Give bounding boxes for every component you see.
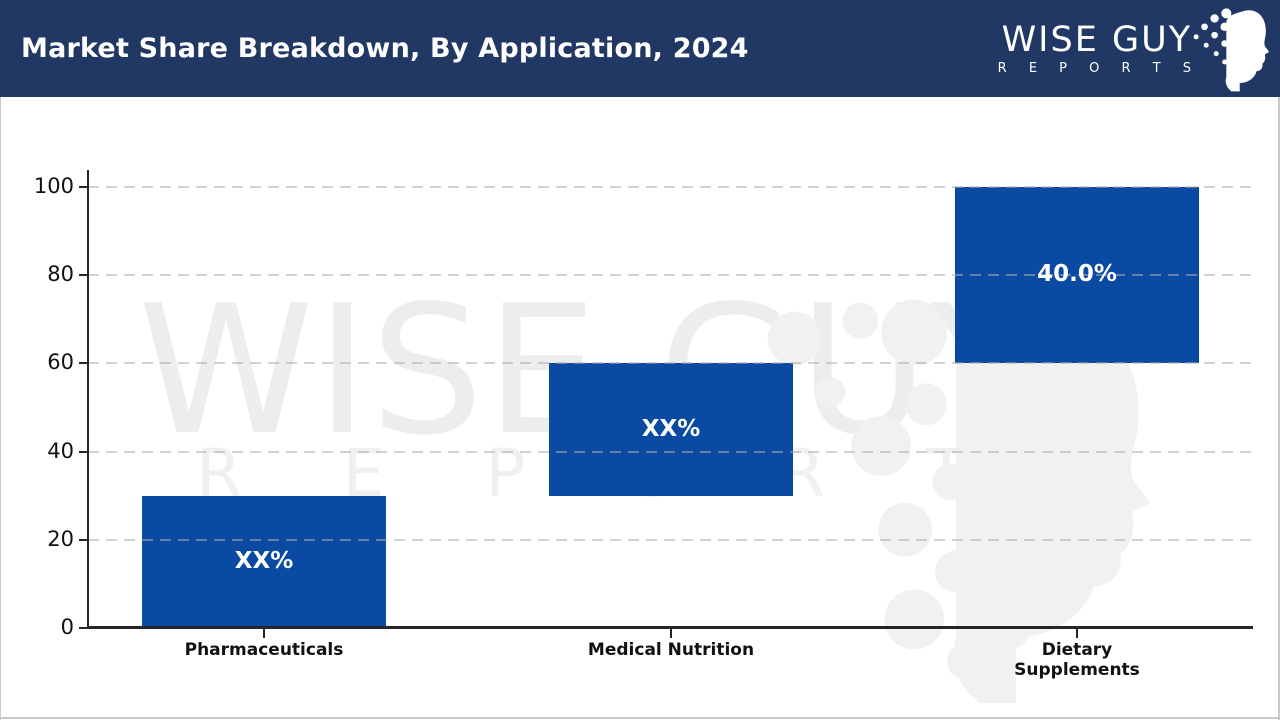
y-tick-mark (79, 274, 87, 277)
bar-value-label: XX% (234, 547, 294, 574)
logo-face-icon (1193, 7, 1270, 91)
bottom-border (0, 717, 1280, 719)
logo-name: WISE GUY (1001, 19, 1193, 60)
logo-text: WISE GUY R E P O R T S (994, 22, 1200, 76)
category-label: Medical Nutrition (587, 640, 755, 660)
left-border (0, 97, 1, 720)
gridline-40 (88, 450, 1253, 453)
wise-guy-reports-logo: WISE GUY R E P O R T S (994, 5, 1280, 93)
y-tick-mark (79, 362, 87, 365)
x-tick-mark (263, 629, 265, 638)
gridline-100 (88, 186, 1253, 188)
gridline-20 (88, 538, 1253, 541)
y-axis-line (87, 170, 89, 629)
bar-value-label: XX% (641, 415, 701, 442)
gridline-60 (88, 362, 1253, 365)
header-bar: Market Share Breakdown, By Application, … (0, 0, 1280, 97)
category-label: Dietary Supplements (1014, 640, 1140, 680)
y-tick-label: 60 (47, 350, 74, 375)
y-tick-label: 40 (47, 438, 74, 463)
bar-pharmaceuticals (142, 495, 386, 628)
y-tick-label: 0 (60, 615, 74, 639)
x-tick-mark (670, 629, 672, 638)
bar-medical nutrition (549, 363, 793, 496)
bar-value-label: 40.0% (1037, 261, 1117, 288)
y-tick-label: 20 (47, 526, 74, 551)
x-axis-line (87, 626, 1253, 629)
gridline-80 (88, 274, 1253, 277)
category-label: Pharmaceuticals (184, 640, 344, 660)
logo-subtitle: R E P O R T S (997, 60, 1200, 76)
y-tick-label: 80 (47, 262, 74, 287)
y-tick-mark (79, 186, 87, 188)
y-tick-mark (79, 538, 87, 541)
y-tick-label: 100 (33, 174, 74, 198)
x-tick-mark (1076, 629, 1078, 638)
right-border (1278, 97, 1280, 720)
y-tick-mark (79, 450, 87, 453)
chart-title: Market Share Breakdown, By Application, … (21, 33, 749, 64)
y-tick-mark (79, 627, 87, 629)
